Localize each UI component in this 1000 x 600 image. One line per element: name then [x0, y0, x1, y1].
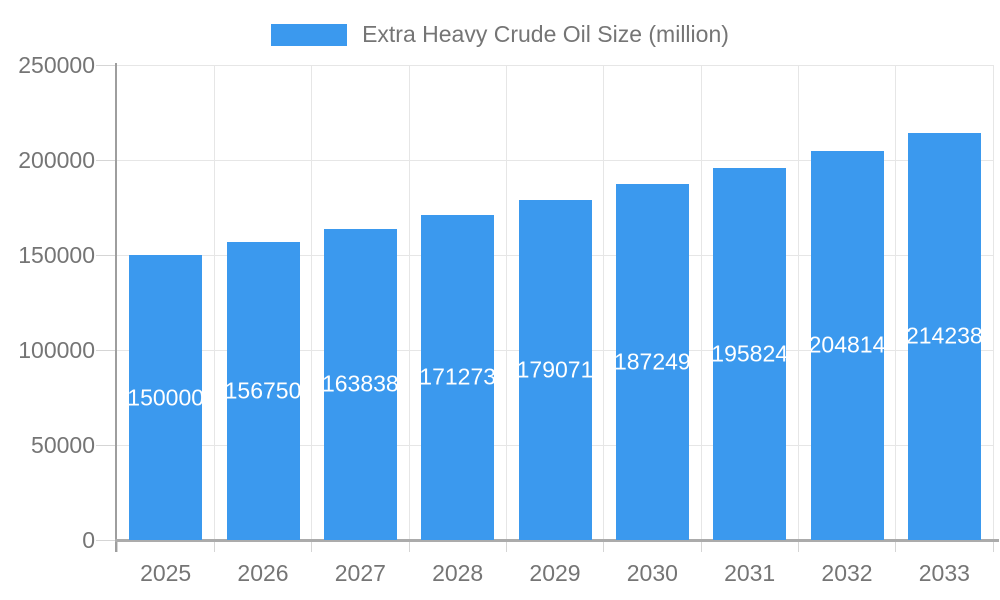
y-axis-label: 250000 [18, 52, 95, 78]
x-axis-label: 2027 [334, 560, 386, 586]
v-gridline [505, 65, 507, 540]
y-axis-tick [96, 444, 116, 446]
bar-2028[interactable]: 171273 [421, 214, 495, 540]
bar-2029[interactable]: 179071 [518, 199, 592, 540]
y-axis-label: 150000 [18, 242, 95, 268]
x-axis-label: 2031 [724, 560, 776, 586]
bar-value-label: 163838 [323, 370, 397, 397]
x-axis-tick [992, 540, 994, 552]
bar-value-label: 214238 [907, 322, 981, 349]
x-axis-label: 2033 [918, 560, 970, 586]
bar-2030[interactable]: 187249 [615, 184, 689, 540]
x-axis-tick [797, 540, 799, 552]
bar-2031[interactable]: 195824 [713, 167, 787, 540]
legend-item[interactable]: Extra Heavy Crude Oil Size (million) [0, 21, 1000, 48]
y-axis-tick [96, 64, 116, 66]
x-axis-tick [408, 540, 410, 552]
x-axis-tick [505, 540, 507, 552]
y-axis-tick [96, 159, 116, 161]
x-axis-label: 2028 [432, 560, 484, 586]
v-gridline [992, 65, 994, 540]
y-axis-label: 50000 [31, 432, 95, 458]
x-axis-label: 2030 [626, 560, 678, 586]
x-axis-tick [311, 540, 313, 552]
v-gridline [603, 65, 605, 540]
legend-label: Extra Heavy Crude Oil Size (million) [362, 21, 729, 47]
v-gridline [895, 65, 897, 540]
v-gridline [213, 65, 215, 540]
x-axis-tick [895, 540, 897, 552]
bar-value-label: 171273 [421, 363, 495, 390]
y-axis-line [115, 63, 117, 552]
x-axis-label: 2029 [529, 560, 581, 586]
v-gridline [700, 65, 702, 540]
bar-value-label: 150000 [129, 384, 203, 410]
v-gridline [797, 65, 799, 540]
x-axis-tick [213, 540, 215, 552]
x-axis-label: 2026 [237, 560, 289, 586]
y-axis-label: 200000 [18, 147, 95, 173]
h-gridline [117, 159, 993, 161]
x-axis-tick [603, 540, 605, 552]
bar-2027[interactable]: 163838 [323, 228, 397, 540]
x-axis-tick [700, 540, 702, 552]
y-axis-label: 0 [82, 527, 95, 553]
bar-2032[interactable]: 204814 [810, 150, 884, 540]
bar-value-label: 156750 [226, 377, 300, 404]
y-axis-tick [96, 254, 116, 256]
y-axis-label: 100000 [18, 337, 95, 363]
bar-2033[interactable]: 214238 [907, 132, 981, 540]
x-axis-label: 2032 [821, 560, 873, 586]
bar-value-label: 204814 [810, 331, 884, 358]
y-axis-tick [96, 349, 116, 351]
bar-2026[interactable]: 156750 [226, 242, 300, 540]
bar-value-label: 195824 [713, 340, 787, 367]
bar-value-label: 187249 [615, 348, 689, 375]
y-axis-tick [96, 539, 116, 541]
x-axis-tick [116, 540, 118, 552]
x-axis-label: 2025 [140, 560, 192, 586]
x-axis-line [115, 539, 999, 542]
v-gridline [311, 65, 313, 540]
bar-value-label: 179071 [518, 356, 592, 383]
v-gridline [408, 65, 410, 540]
bar-2025[interactable]: 150000 [129, 255, 203, 540]
h-gridline [117, 64, 993, 66]
legend-swatch [271, 23, 348, 46]
